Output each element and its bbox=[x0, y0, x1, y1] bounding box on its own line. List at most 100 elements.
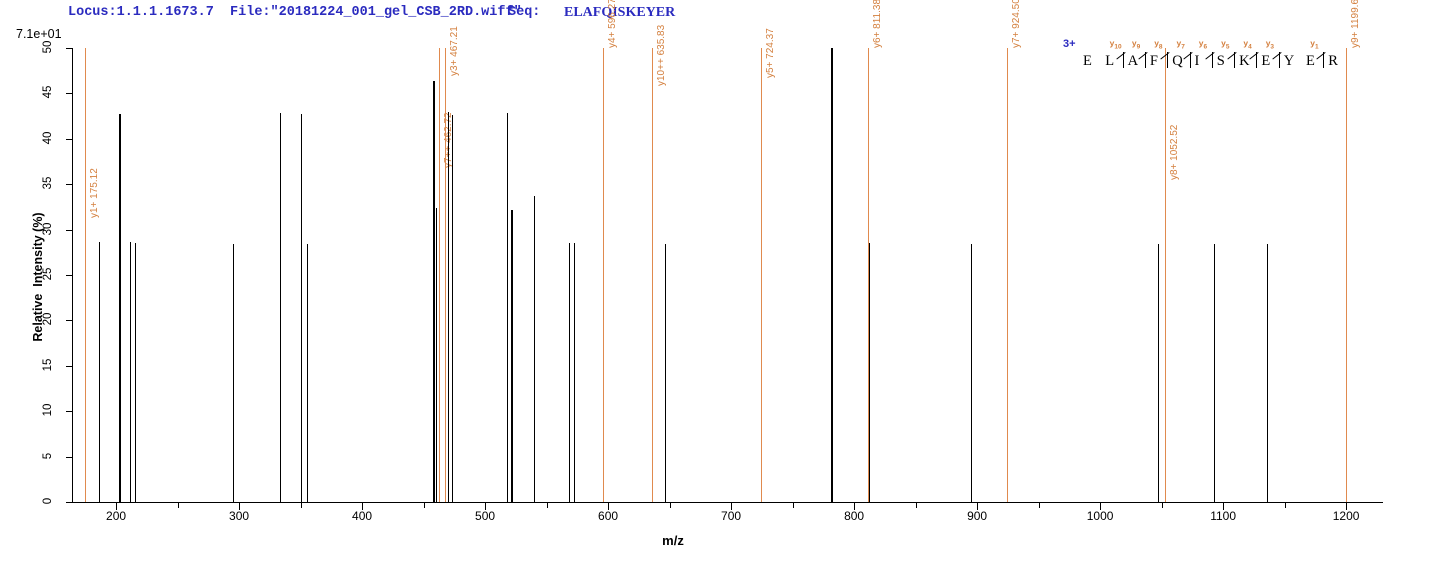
ladder-ion-label: y3 bbox=[1265, 38, 1275, 51]
x-tick-major bbox=[608, 503, 610, 510]
y-tick-label: 5 bbox=[42, 452, 54, 459]
y-tick-label: 0 bbox=[42, 497, 54, 505]
ladder-cleavage-bar bbox=[1144, 52, 1146, 68]
x-tick-label: 300 bbox=[229, 509, 250, 523]
ladder-residue: K bbox=[1239, 53, 1250, 69]
unannotated-peak bbox=[507, 113, 509, 502]
annotated-peak bbox=[868, 48, 870, 502]
x-tick-minor bbox=[669, 503, 671, 508]
ladder-cleavage-bar bbox=[1256, 52, 1258, 68]
x-tick-label: 1000 bbox=[1086, 509, 1114, 523]
ladder-residue: E bbox=[1261, 53, 1271, 69]
unannotated-peak bbox=[448, 112, 450, 502]
x-tick-major bbox=[731, 503, 733, 510]
x-tick-label: 200 bbox=[106, 509, 127, 523]
unannotated-peak bbox=[970, 244, 972, 502]
x-tick-minor bbox=[1284, 503, 1286, 508]
unannotated-peak bbox=[1214, 244, 1216, 502]
charge-state-badge: 3+ bbox=[1063, 38, 1076, 50]
x-tick-minor bbox=[177, 503, 179, 508]
y-axis-scale-note: 7.1e+01 bbox=[16, 27, 62, 41]
annotated-peak bbox=[85, 48, 87, 502]
peak-label: y9+ 1199.63 bbox=[1349, 0, 1361, 48]
x-tick-minor bbox=[1161, 503, 1163, 508]
y-tick-label: 15 bbox=[42, 358, 54, 372]
ladder-ion-label: y4 bbox=[1243, 38, 1252, 51]
x-tick-label: 700 bbox=[721, 509, 742, 523]
ladder-residue: E bbox=[1083, 53, 1092, 69]
locus-file-title: Locus:1.1.1.1673.7 File:"20181224_001_ge… bbox=[68, 5, 522, 20]
unannotated-peak bbox=[1267, 244, 1269, 502]
x-tick-label: 600 bbox=[598, 509, 619, 523]
unannotated-peak bbox=[279, 113, 281, 502]
x-axis-title-text: m/z bbox=[662, 533, 684, 548]
ladder-cleavage-bar bbox=[1189, 52, 1191, 68]
ladder-cleavage-bar bbox=[1167, 52, 1169, 68]
x-tick-label: 1200 bbox=[1332, 509, 1360, 523]
unannotated-peak bbox=[306, 244, 308, 502]
ladder-ion-label: y1 bbox=[1310, 38, 1319, 51]
y-tick bbox=[66, 275, 73, 276]
ladder-ion-label: y7 bbox=[1176, 38, 1185, 51]
y-tick-label: 35 bbox=[42, 176, 54, 190]
header: Locus:1.1.1.1673.7 File:"20181224_001_ge… bbox=[0, 0, 1436, 26]
unannotated-peak bbox=[232, 244, 234, 502]
x-tick-label: 800 bbox=[844, 509, 865, 523]
ladder-ion-label: y5 bbox=[1221, 38, 1230, 51]
y-tick bbox=[66, 502, 73, 503]
y-tick bbox=[66, 138, 73, 140]
x-axis-line bbox=[73, 502, 1383, 503]
y-tick bbox=[66, 229, 73, 231]
annotated-peak bbox=[439, 48, 441, 502]
ladder-ion-label: y10 bbox=[1109, 38, 1122, 51]
ladder-residue: S bbox=[1216, 53, 1225, 69]
peak-label: y6+ 811.38 bbox=[872, 0, 884, 48]
y-tick bbox=[66, 365, 73, 367]
ladder-residue: F bbox=[1149, 53, 1158, 69]
annotated-peak bbox=[1164, 48, 1166, 502]
unannotated-peak bbox=[510, 209, 513, 502]
ladder-cleavage-bar bbox=[1323, 52, 1325, 68]
x-tick-major bbox=[239, 503, 241, 510]
peak-label: y4+ 596.27 bbox=[607, 0, 619, 48]
y-tick bbox=[66, 48, 73, 49]
ladder-residue: I bbox=[1194, 53, 1200, 69]
annotated-peak bbox=[761, 48, 763, 502]
x-tick-major bbox=[1223, 503, 1225, 510]
unannotated-peak bbox=[433, 80, 436, 502]
annotated-peak bbox=[1345, 48, 1347, 502]
x-tick-minor bbox=[546, 503, 548, 508]
x-tick-major bbox=[1100, 503, 1102, 510]
unannotated-peak bbox=[573, 243, 575, 502]
unannotated-peak bbox=[451, 115, 453, 502]
x-tick-minor bbox=[1038, 503, 1040, 508]
y-tick-label: 20 bbox=[42, 313, 54, 326]
x-tick-minor bbox=[300, 503, 302, 508]
ladder-cleavage-bar bbox=[1234, 52, 1236, 68]
y-tick bbox=[66, 411, 73, 413]
peak-label: y5+ 724.37 bbox=[765, 28, 777, 78]
x-tick-major bbox=[854, 503, 856, 510]
annotated-peak bbox=[444, 48, 446, 502]
y-tick-label: 10 bbox=[42, 403, 54, 417]
x-tick-label: 400 bbox=[352, 509, 373, 523]
ladder-ion-label: y9 bbox=[1131, 38, 1141, 51]
ladder-ion-label: y6 bbox=[1198, 38, 1208, 51]
y-tick bbox=[66, 456, 73, 458]
unannotated-peak bbox=[134, 243, 136, 502]
annotated-peak bbox=[1007, 48, 1009, 502]
ladder-residue: Q bbox=[1172, 53, 1183, 69]
y-tick bbox=[66, 184, 73, 186]
unannotated-peak bbox=[1157, 244, 1159, 502]
ladder-residue: Y bbox=[1283, 53, 1295, 69]
peak-label: y7+ 924.50 bbox=[1011, 0, 1023, 48]
x-tick-major bbox=[977, 503, 979, 510]
x-tick-major bbox=[116, 503, 118, 510]
x-tick-minor bbox=[423, 503, 425, 508]
unannotated-peak bbox=[830, 48, 833, 502]
unannotated-peak bbox=[435, 207, 437, 502]
x-tick-label: 500 bbox=[475, 509, 496, 523]
ladder-ion-label: y8 bbox=[1154, 38, 1163, 51]
